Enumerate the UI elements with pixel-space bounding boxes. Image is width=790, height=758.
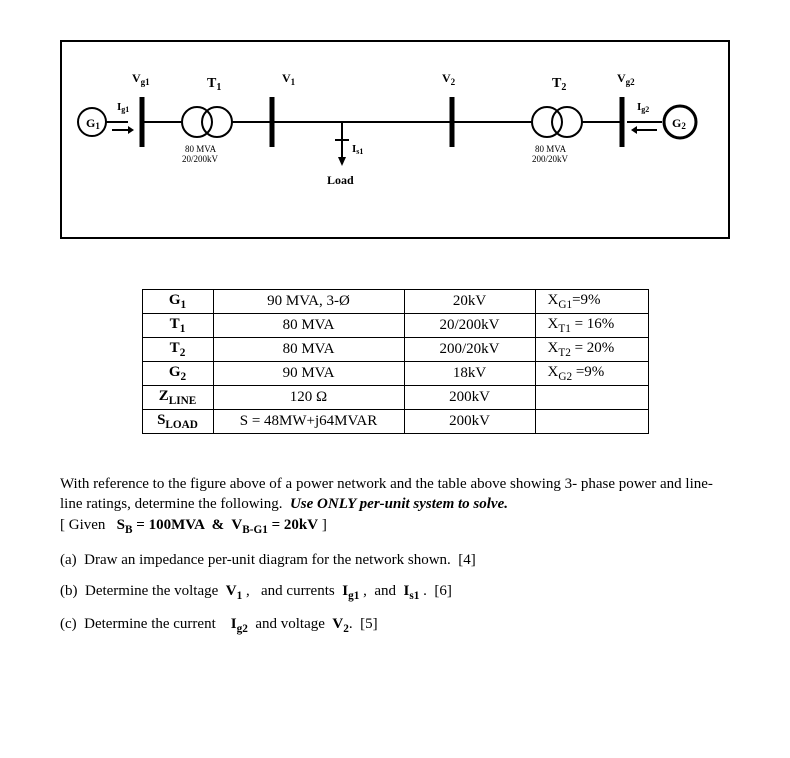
cell: 200kV	[404, 410, 535, 434]
label-ig1: Ig1	[117, 101, 129, 114]
cell	[535, 410, 648, 434]
cell: 80 MVA	[213, 338, 404, 362]
label-vg2: Vg2	[617, 71, 635, 87]
table-row: G2 90 MVA 18kV XG2 =9%	[142, 362, 648, 386]
cell: 200/20kV	[404, 338, 535, 362]
cell: XT2 = 20%	[535, 338, 648, 362]
cell: 18kV	[404, 362, 535, 386]
cell-g1: G1	[142, 290, 213, 314]
label-t2: T2	[552, 76, 566, 93]
cell: 90 MVA, 3-Ø	[213, 290, 404, 314]
circuit-svg: Vg1 T1 V1 V2 T2 Vg2 G1 Ig1 80 MVA 20/200…	[72, 62, 712, 222]
label-t1: T1	[207, 76, 221, 93]
label-t1-rating-1: 80 MVA	[185, 144, 217, 154]
cell: 200kV	[404, 386, 535, 410]
cell: XG1=9%	[535, 290, 648, 314]
load-arrow-icon	[338, 157, 346, 166]
cell: XG2 =9%	[535, 362, 648, 386]
question-a: (a) Draw an impedance per-unit diagram f…	[60, 552, 730, 569]
label-t2-rating-1: 80 MVA	[535, 144, 567, 154]
table-row: G1 90 MVA, 3-Ø 20kV XG1=9%	[142, 290, 648, 314]
label-v1: V1	[282, 71, 296, 87]
table-row: T1 80 MVA 20/200kV XT1 = 16%	[142, 314, 648, 338]
label-t1-rating-2: 20/200kV	[182, 154, 219, 164]
cell-t2: T2	[142, 338, 213, 362]
table-row: ZLINE 120 Ω 200kV	[142, 386, 648, 410]
cell-sload: SLOAD	[142, 410, 213, 434]
question-b: (b) Determine the voltage V1 , and curre…	[60, 583, 730, 602]
table-row: SLOAD S = 48MW+j64MVAR 200kV	[142, 410, 648, 434]
cell: 20/200kV	[404, 314, 535, 338]
question-c: (c) Determine the current Ig2 and voltag…	[60, 616, 730, 635]
label-is1: Is1	[352, 143, 363, 156]
label-v2: V2	[442, 71, 456, 87]
label-t2-rating-2: 200/20kV	[532, 154, 569, 164]
cell: 20kV	[404, 290, 535, 314]
label-load: Load	[327, 173, 354, 187]
table-row: T2 80 MVA 200/20kV XT2 = 20%	[142, 338, 648, 362]
intro-paragraph: With reference to the figure above of a …	[60, 474, 730, 538]
cell: S = 48MW+j64MVAR	[213, 410, 404, 434]
circuit-diagram: Vg1 T1 V1 V2 T2 Vg2 G1 Ig1 80 MVA 20/200…	[60, 40, 730, 239]
cell	[535, 386, 648, 410]
cell: XT1 = 16%	[535, 314, 648, 338]
cell: 120 Ω	[213, 386, 404, 410]
cell-g2: G2	[142, 362, 213, 386]
given-text: [ Given SB = 100MVA & VB-G1 = 20kV ]	[60, 517, 327, 533]
label-vg1: Vg1	[132, 71, 150, 87]
cell-zline: ZLINE	[142, 386, 213, 410]
cell-t1: T1	[142, 314, 213, 338]
cell: 80 MVA	[213, 314, 404, 338]
ratings-table: G1 90 MVA, 3-Ø 20kV XG1=9% T1 80 MVA 20/…	[142, 289, 649, 434]
cell: 90 MVA	[213, 362, 404, 386]
intro-emphasis: Use ONLY per-unit system to solve.	[290, 496, 508, 512]
label-ig2: Ig2	[637, 101, 649, 114]
